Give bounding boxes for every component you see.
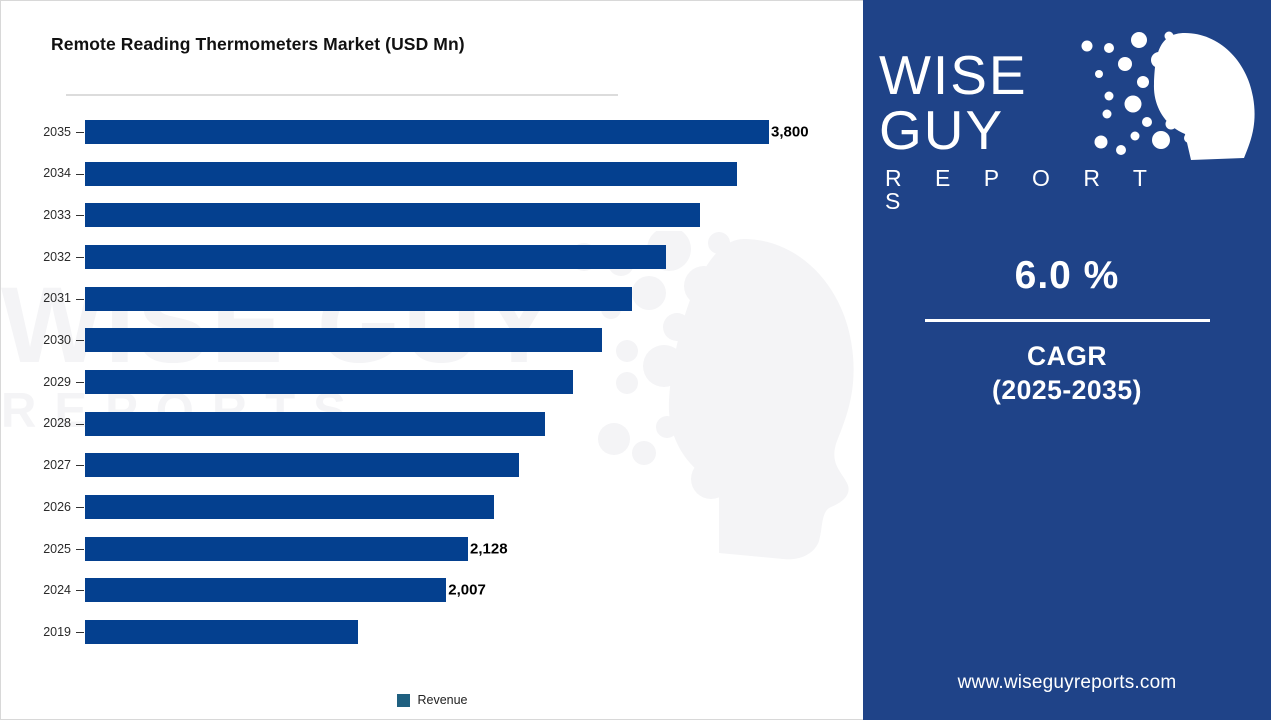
site-url[interactable]: www.wiseguyreports.com xyxy=(957,672,1177,693)
cagr-block: 6.0 % CAGR (2025-2035) xyxy=(863,254,1271,408)
y-axis-tick xyxy=(76,173,84,175)
brand-logo-line2: R E P O R T S xyxy=(885,165,1161,214)
chart-legend: Revenue xyxy=(1,693,863,707)
y-axis-tick xyxy=(76,131,84,133)
bar-row: 2028 xyxy=(1,403,863,445)
bar-value-label-2035: 3,800 xyxy=(771,123,809,141)
bar-row: 2019 xyxy=(1,611,863,653)
bar-2027[interactable] xyxy=(85,453,519,478)
bar-2035[interactable] xyxy=(85,119,769,144)
bar-2033[interactable] xyxy=(85,203,700,228)
y-axis-tick xyxy=(76,381,84,383)
y-axis-label-2032: 2032 xyxy=(43,249,71,264)
bar-2024[interactable] xyxy=(85,578,447,603)
y-axis-tick xyxy=(76,548,84,550)
y-axis-tick xyxy=(76,465,84,467)
title-divider xyxy=(66,94,618,96)
y-axis-tick xyxy=(76,256,84,258)
y-axis-tick xyxy=(76,298,84,300)
bar-row: 2030 xyxy=(1,319,863,361)
chart-title: Remote Reading Thermometers Market (USD … xyxy=(51,34,465,54)
bar-row: 2029 xyxy=(1,361,863,403)
bar-2028[interactable] xyxy=(85,411,545,436)
bar-2026[interactable] xyxy=(85,495,494,520)
brand-logo-line1: WISE GUY xyxy=(879,44,1028,161)
bar-row: 2026 xyxy=(1,486,863,528)
bar-2025[interactable] xyxy=(85,536,469,561)
cagr-label: CAGR xyxy=(1026,340,1108,371)
bar-rows: 2035 3,800 2034 2033 2032 2031 2030 2029 2028 202… xyxy=(1,111,863,656)
y-axis-tick xyxy=(76,340,84,342)
bar-2034[interactable] xyxy=(85,161,737,186)
y-axis-label-2031: 2031 xyxy=(43,291,71,306)
brand-logo: WISE GUY R E P O R T S xyxy=(863,26,1271,213)
bar-2031[interactable] xyxy=(85,286,633,311)
y-axis-tick xyxy=(76,632,84,634)
y-axis-tick xyxy=(76,215,84,217)
brand-panel: WISE GUY R E P O R T S xyxy=(863,0,1271,720)
cagr-period: (2025-2035) xyxy=(992,375,1142,406)
y-axis-label-2024: 2024 xyxy=(43,583,71,598)
bar-2029[interactable] xyxy=(85,369,573,394)
y-axis-label-2019: 2019 xyxy=(43,624,71,639)
legend-swatch-revenue xyxy=(397,693,411,707)
y-axis-tick xyxy=(76,507,84,509)
y-axis-label-2035: 2035 xyxy=(43,124,71,139)
y-axis-tick xyxy=(76,423,84,425)
y-axis-label-2025: 2025 xyxy=(43,541,71,556)
bar-row: 2035 3,800 xyxy=(1,111,863,153)
y-axis-label-2033: 2033 xyxy=(43,207,71,222)
y-axis-label-2028: 2028 xyxy=(43,416,71,431)
plot-area: 2035 3,800 2034 2033 2032 2031 2030 2029 2028 202… xyxy=(1,111,863,656)
legend-label-revenue: Revenue xyxy=(417,693,468,707)
brand-head-icon xyxy=(1073,30,1263,165)
bar-2030[interactable] xyxy=(85,328,602,353)
y-axis-label-2027: 2027 xyxy=(43,458,71,473)
y-axis-tick xyxy=(76,590,84,592)
bar-value-label-2025: 2,128 xyxy=(470,540,508,558)
cagr-divider xyxy=(924,318,1210,322)
bar-row: 2024 2,007 xyxy=(1,570,863,612)
bar-row: 2032 xyxy=(1,236,863,278)
cagr-value: 6.0 % xyxy=(1014,254,1120,297)
y-axis-label-2030: 2030 xyxy=(43,333,71,348)
bar-row: 2025 2,128 xyxy=(1,528,863,570)
bar-2019[interactable] xyxy=(85,620,358,645)
bar-row: 2031 xyxy=(1,278,863,320)
bar-row: 2027 xyxy=(1,445,863,487)
y-axis-label-2029: 2029 xyxy=(43,374,71,389)
bar-2032[interactable] xyxy=(85,244,666,269)
bar-row: 2033 xyxy=(1,194,863,236)
y-axis-label-2034: 2034 xyxy=(43,166,71,181)
bar-value-label-2024: 2,007 xyxy=(448,581,486,599)
bar-row: 2034 xyxy=(1,153,863,195)
y-axis-label-2026: 2026 xyxy=(43,499,71,514)
brand-logo-text: WISE GUY R E P O R T S xyxy=(879,48,1169,213)
